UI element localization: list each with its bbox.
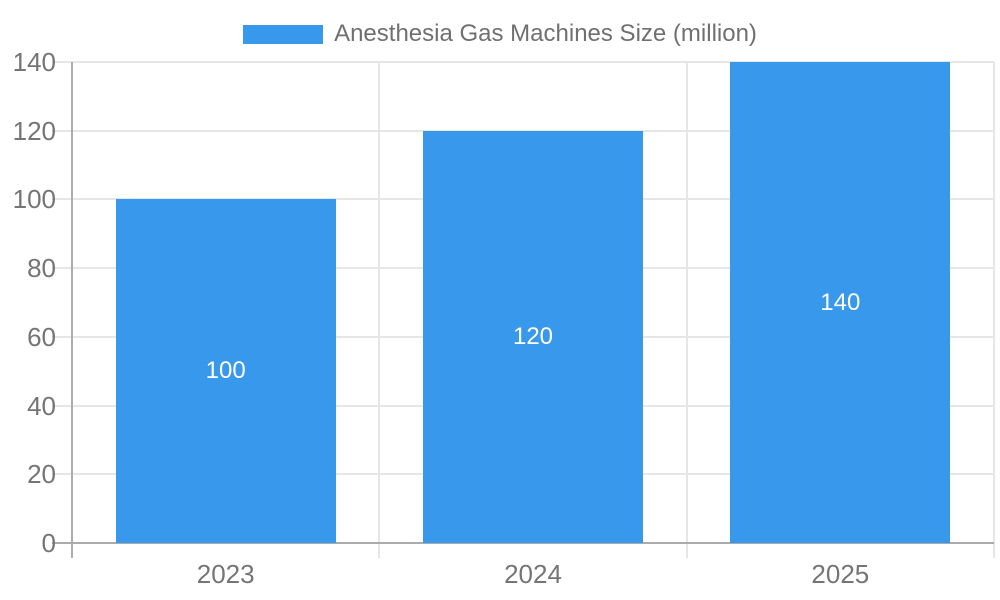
bar-value-label: 120	[512, 322, 554, 350]
gridline-vertical	[685, 62, 688, 558]
y-tick-label: 80	[27, 253, 56, 284]
gridline-vertical	[378, 62, 381, 558]
y-tick-label: 60	[27, 321, 56, 352]
gridline-vertical	[993, 62, 995, 558]
y-tick-label: 0	[41, 528, 56, 558]
legend-label[interactable]: Anesthesia Gas Machines Size (million)	[334, 20, 757, 47]
bar[interactable]: 120	[423, 130, 643, 543]
y-axis-line	[71, 62, 73, 558]
x-tick-label: 2025	[811, 559, 870, 589]
legend-swatch[interactable]	[243, 24, 324, 44]
bar-value-label: 140	[820, 288, 861, 316]
y-tick-label: 40	[27, 390, 56, 421]
x-tick-label: 2024	[504, 559, 562, 589]
y-tick-label: 140	[12, 47, 56, 77]
x-axis-line	[52, 542, 994, 544]
x-tick-label: 2023	[196, 559, 255, 589]
y-tick-label: 20	[27, 459, 56, 490]
bar-value-label: 100	[205, 357, 246, 385]
bar[interactable]: 140	[730, 62, 951, 543]
y-tick-label: 120	[12, 115, 56, 146]
gridline-horizontal	[52, 61, 994, 63]
y-tick-label: 100	[12, 184, 56, 215]
bar[interactable]: 100	[115, 199, 336, 543]
legend[interactable]: Anesthesia Gas Machines Size (million)	[0, 20, 1000, 48]
